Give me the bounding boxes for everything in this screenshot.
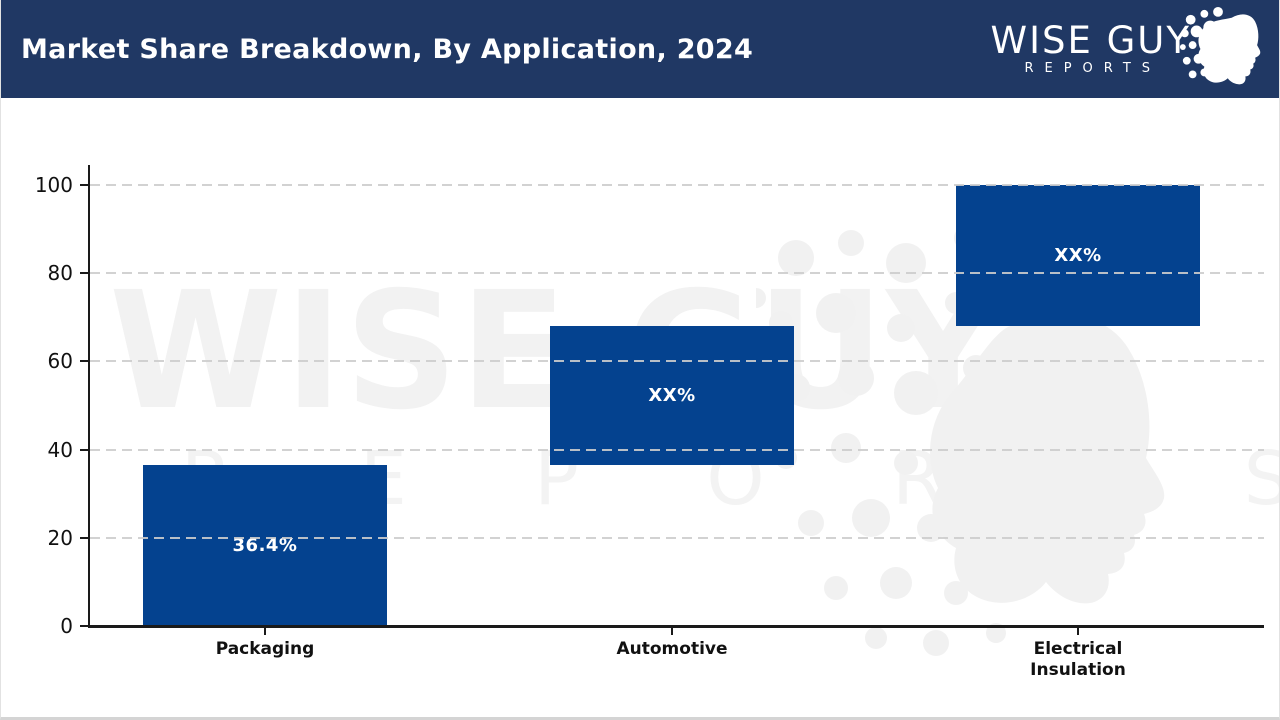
bar-label: XX% (1054, 245, 1102, 267)
y-tick-label-40: 40 (47, 437, 73, 462)
y-tick-mark-100 (80, 184, 88, 186)
y-tick-mark-80 (80, 272, 88, 275)
x-tick-mark-0 (264, 627, 266, 635)
y-tick-mark-60 (80, 360, 88, 363)
y-tick-label-0: 0 (60, 614, 73, 638)
y-tick-label-100: 100 (34, 173, 73, 197)
brand-name: WISE GUY (990, 19, 1191, 62)
y-tick-mark-40 (80, 448, 88, 451)
page-title: Market Share Breakdown, By Application, … (21, 33, 754, 65)
bar-electrical-insulation: XX% (956, 185, 1200, 327)
brand-face-icon (1179, 7, 1261, 85)
brand-text: WISE GUY REPORTS (991, 22, 1191, 76)
gridline-100 (90, 184, 1264, 186)
x-tick-mark-2 (1077, 627, 1079, 635)
bar-label: 36.4% (232, 535, 298, 557)
chart-area: WISE GUY R E P O R T S 0 20 (1, 98, 1279, 717)
y-tick-label-80: 80 (47, 261, 73, 286)
gridline-60 (90, 360, 1264, 363)
brand-logo: WISE GUY REPORTS (991, 6, 1261, 92)
y-tick-mark-0 (80, 625, 88, 627)
x-tick-label-packaging: Packaging (215, 639, 315, 659)
x-tick-label-electrical-insulation: Electrical Insulation (1030, 639, 1126, 680)
y-tick-label-60: 60 (47, 349, 73, 374)
y-axis (88, 165, 90, 627)
gridline-80 (90, 272, 1264, 275)
bar-label: XX% (648, 385, 696, 407)
gridline-20 (90, 536, 1264, 539)
y-tick-mark-20 (80, 536, 88, 539)
brand-subname: REPORTS (1024, 61, 1162, 76)
y-tick-label-20: 20 (47, 525, 73, 550)
bar-packaging: 36.4% (143, 465, 387, 626)
gridline-40 (90, 448, 1264, 451)
x-axis (88, 625, 1264, 628)
x-tick-label-automotive: Automotive (616, 639, 728, 659)
bar-automotive: XX% (550, 326, 794, 466)
header: Market Share Breakdown, By Application, … (1, 0, 1279, 98)
x-tick-mark-1 (671, 627, 673, 635)
